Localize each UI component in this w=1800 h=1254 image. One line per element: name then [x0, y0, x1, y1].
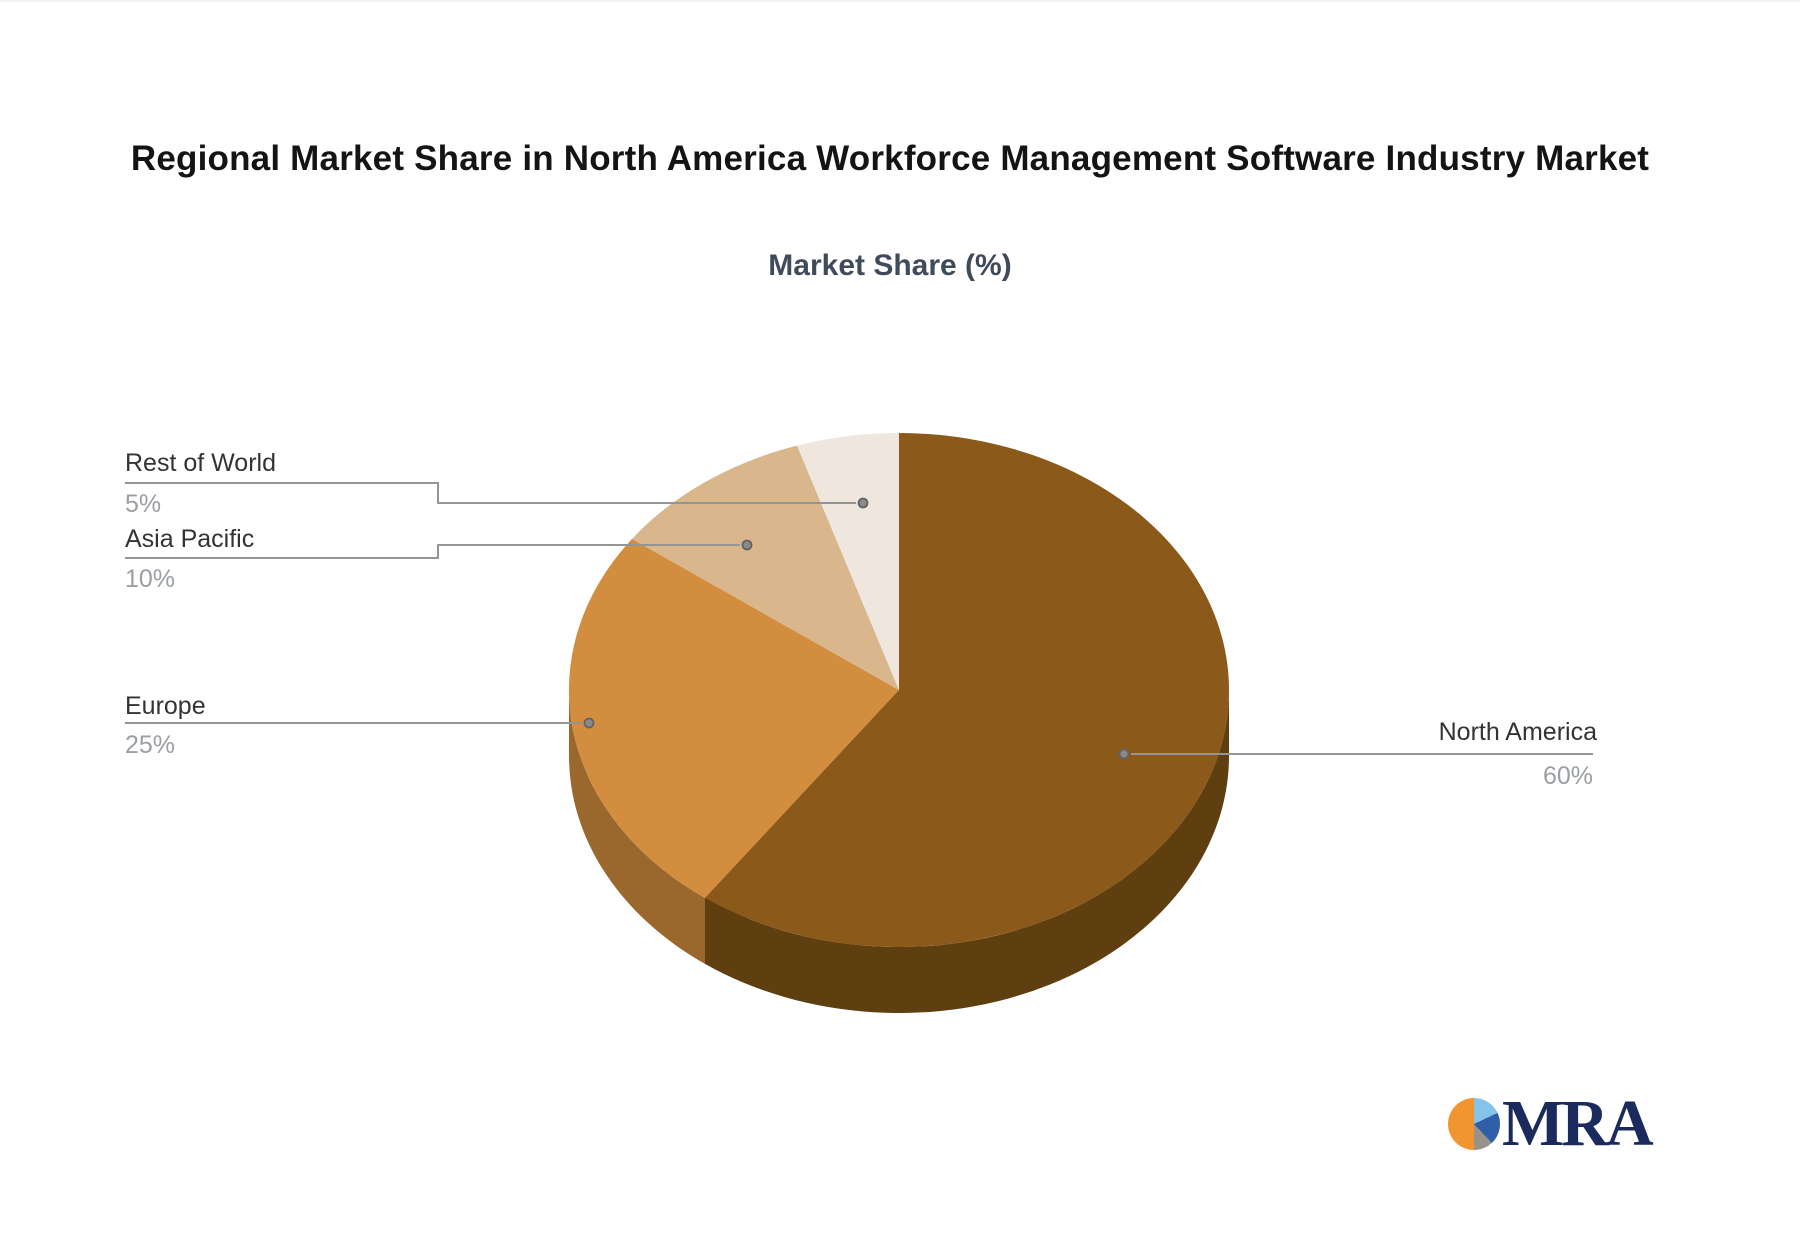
chart-title: Regional Market Share in North America W…	[130, 139, 1650, 178]
pie-slice-side-north-america	[705, 690, 1229, 1014]
leader-line-asia-pacific	[125, 544, 740, 559]
pie-slice-side-europe	[569, 690, 705, 964]
pie-slice-rest-of-world[interactable]	[797, 433, 899, 690]
label-rest-of-world: Rest of World	[125, 449, 276, 477]
leader-line-rest-of-world	[125, 482, 856, 504]
logo-text: MRA	[1502, 1087, 1654, 1160]
pie-slice-europe[interactable]	[568, 538, 899, 898]
label-asia-pacific: Asia Pacific	[125, 525, 255, 553]
chart-subtitle: Market Share (%)	[768, 249, 1012, 282]
leader-dot-rest-of-world	[857, 497, 869, 509]
value-rest-of-world: 5%	[125, 490, 162, 518]
value-north-america: 60%	[1542, 762, 1593, 790]
label-europe: Europe	[125, 692, 206, 720]
value-europe: 25%	[125, 731, 176, 759]
label-north-america: North America	[1438, 718, 1597, 746]
logo-pie-icon	[1448, 1098, 1500, 1150]
leader-dot-asia-pacific	[741, 539, 753, 551]
pie-slice-asia-pacific[interactable]	[632, 445, 899, 690]
leader-dot-north-america	[1118, 748, 1130, 760]
logo: MRA	[1448, 1087, 1654, 1160]
value-asia-pacific: 10%	[125, 565, 176, 593]
pie-slice-north-america[interactable]	[705, 433, 1229, 947]
leader-dot-europe	[583, 717, 595, 729]
